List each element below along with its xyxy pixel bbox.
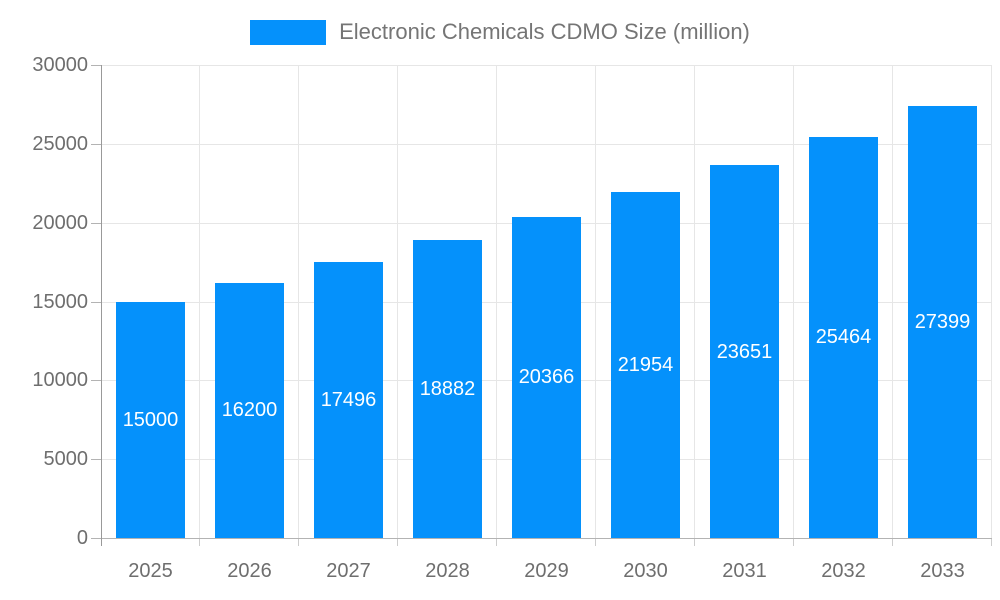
gridline-vertical <box>397 65 398 538</box>
x-tick-label: 2029 <box>524 560 569 582</box>
bar-value-label: 18882 <box>419 378 476 401</box>
y-axis-line <box>101 65 102 546</box>
y-tick-mark <box>91 65 101 66</box>
legend-label: Electronic Chemicals CDMO Size (million) <box>339 19 750 44</box>
x-tick-label: 2032 <box>821 560 866 582</box>
y-tick-label: 20000 <box>32 211 88 234</box>
bar-2032[interactable] <box>809 136 878 538</box>
bar-value-label: 20366 <box>518 366 575 389</box>
x-tick-mark <box>199 538 200 546</box>
y-tick-label: 30000 <box>32 54 88 76</box>
x-tick-mark <box>298 538 299 546</box>
x-axis-line <box>101 538 992 539</box>
bar-value-label: 27399 <box>914 311 971 333</box>
x-tick-mark <box>694 538 695 546</box>
gridline-horizontal <box>101 143 992 145</box>
gridline-vertical <box>793 65 794 538</box>
bar-2029[interactable] <box>512 216 581 538</box>
bar-2028[interactable] <box>413 240 482 538</box>
x-tick-label: 2033 <box>920 560 965 582</box>
gridline-vertical <box>199 65 200 538</box>
bar-value-label: 15000 <box>122 408 179 431</box>
x-tick-mark <box>793 538 794 546</box>
bar-2033[interactable] <box>908 106 977 538</box>
x-tick-label: 2030 <box>623 560 668 582</box>
bar-value-label: 25464 <box>815 326 872 349</box>
x-tick-label: 2027 <box>326 560 371 582</box>
x-tick-label: 2025 <box>128 560 173 582</box>
gridline-vertical <box>496 65 497 538</box>
legend[interactable]: Electronic Chemicals CDMO Size (million) <box>0 19 1000 45</box>
y-tick-label: 10000 <box>32 369 88 392</box>
gridline-vertical <box>991 65 992 538</box>
legend-swatch[interactable] <box>250 19 327 45</box>
bar-2026[interactable] <box>215 282 284 538</box>
x-tick-mark <box>397 538 398 546</box>
y-tick-label: 0 <box>76 527 88 549</box>
plot-area: 0 5000 10000 15000 20000 25000 30000 15000 2025 1… <box>32 54 992 582</box>
bar-value-label: 17496 <box>320 389 377 412</box>
x-tick-label: 2026 <box>227 560 272 582</box>
bar-2031[interactable] <box>710 165 779 538</box>
y-tick-mark <box>91 380 101 382</box>
x-tick-label: 2028 <box>425 560 470 582</box>
bar-2025[interactable] <box>116 301 185 538</box>
y-tick-mark <box>91 143 101 145</box>
y-tick-mark <box>91 538 101 539</box>
gridline-horizontal <box>101 65 992 66</box>
y-tick-label: 15000 <box>32 290 88 313</box>
y-tick-mark <box>91 222 101 224</box>
bar-value-label: 16200 <box>221 399 278 422</box>
bar-value-label: 23651 <box>716 340 773 363</box>
gridline-vertical <box>694 65 695 538</box>
x-tick-label: 2031 <box>722 560 767 582</box>
gridline-vertical <box>298 65 299 538</box>
bar-value-label: 21954 <box>617 353 674 376</box>
y-tick-mark <box>91 301 101 303</box>
gridline-vertical <box>595 65 596 538</box>
y-tick-label: 25000 <box>32 132 88 155</box>
x-tick-mark <box>595 538 596 546</box>
x-tick-mark <box>496 538 497 546</box>
gridline-vertical <box>892 65 893 538</box>
y-tick-mark <box>91 459 101 461</box>
bar-2027[interactable] <box>314 262 383 538</box>
x-tick-mark <box>892 538 893 546</box>
y-tick-label: 5000 <box>43 448 89 471</box>
x-tick-mark <box>991 538 992 546</box>
bar-2030[interactable] <box>611 191 680 538</box>
